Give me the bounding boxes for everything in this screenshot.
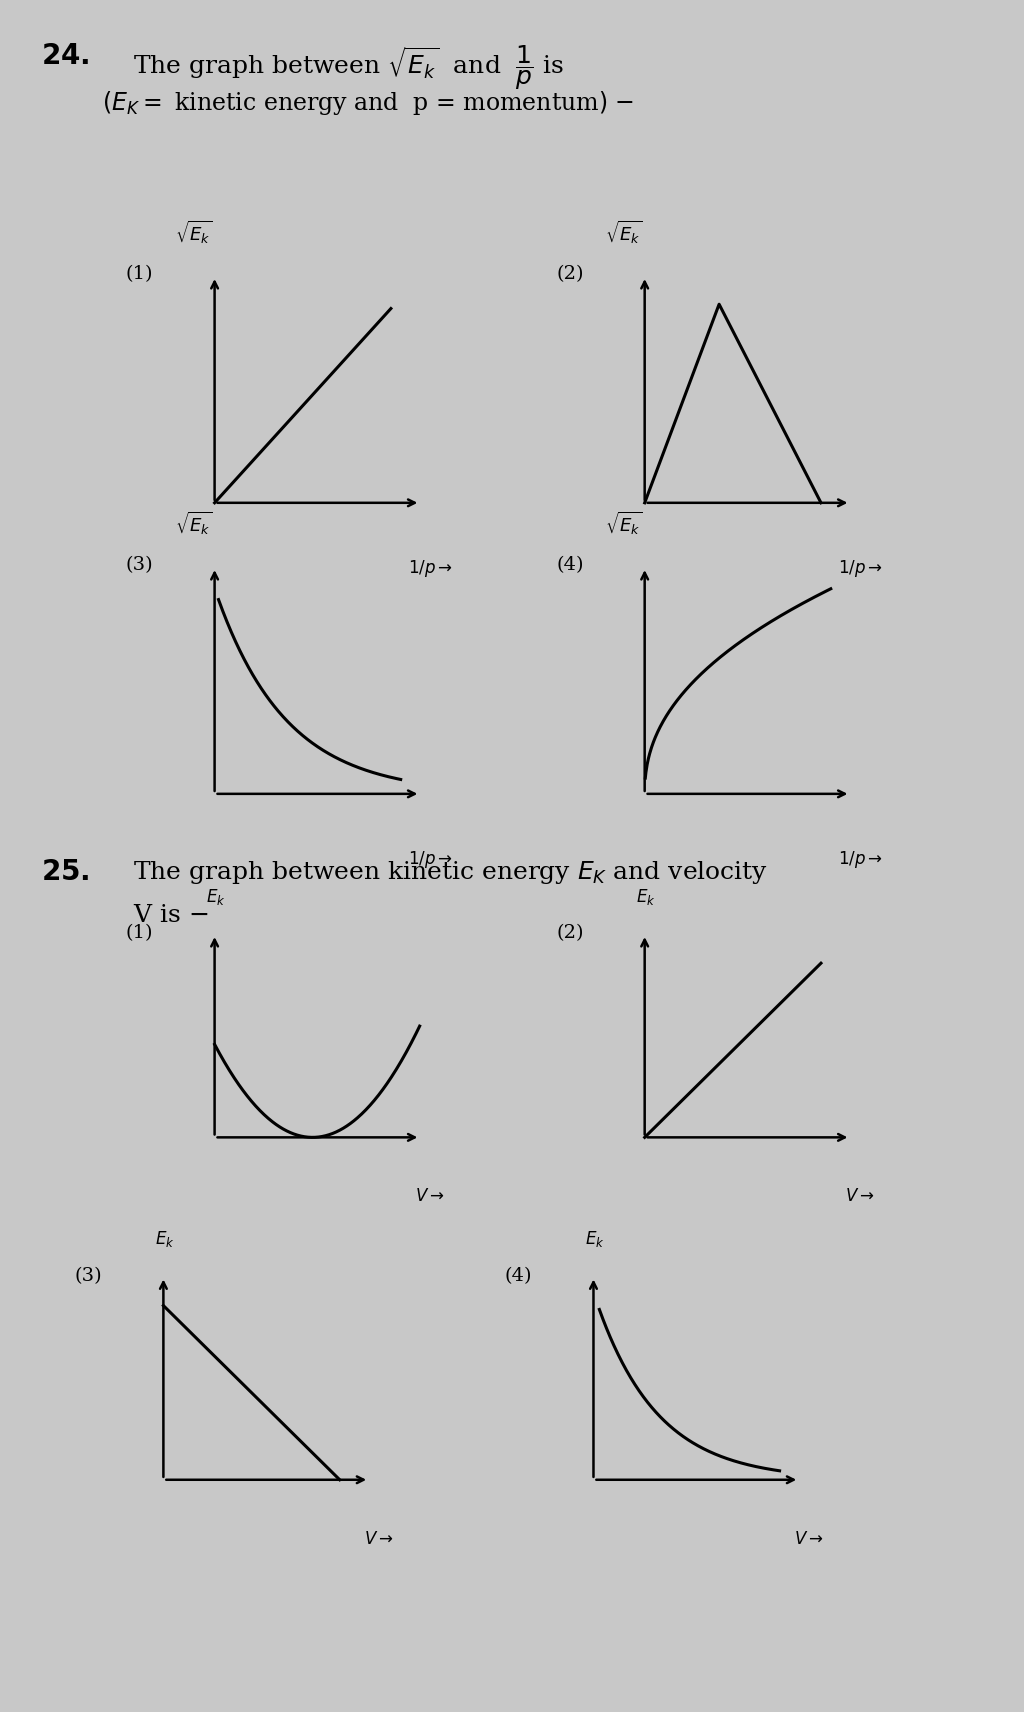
Text: (4): (4) (556, 556, 584, 575)
Text: (2): (2) (556, 924, 584, 943)
Text: The graph between kinetic energy $E_K$ and velocity: The graph between kinetic energy $E_K$ a… (133, 859, 768, 887)
Text: (1): (1) (126, 924, 154, 943)
Text: $V \rightarrow$: $V \rightarrow$ (794, 1529, 824, 1548)
Text: $\sqrt{E_k}$: $\sqrt{E_k}$ (605, 510, 642, 536)
Text: $1/p \rightarrow$: $1/p \rightarrow$ (408, 558, 453, 579)
Text: (2): (2) (556, 265, 584, 284)
Text: $\mathbf{25.}$: $\mathbf{25.}$ (41, 859, 89, 887)
Text: $1/p \rightarrow$: $1/p \rightarrow$ (838, 558, 883, 579)
Text: $1/p \rightarrow$: $1/p \rightarrow$ (408, 849, 453, 870)
Text: $E_k$: $E_k$ (206, 887, 226, 907)
Text: $\mathbf{24.}$: $\mathbf{24.}$ (41, 43, 89, 70)
Text: (1): (1) (126, 265, 154, 284)
Text: $(E_K =$ kinetic energy and  p = momentum$)$ $-$: $(E_K =$ kinetic energy and p = momentum… (102, 89, 635, 116)
Text: (3): (3) (75, 1267, 102, 1286)
Text: $\sqrt{E_k}$: $\sqrt{E_k}$ (175, 219, 212, 245)
Text: $\sqrt{E_k}$: $\sqrt{E_k}$ (175, 510, 212, 536)
Text: The graph between $\sqrt{E_k}$  and  $\dfrac{1}{p}$ is: The graph between $\sqrt{E_k}$ and $\dfr… (133, 43, 564, 92)
Text: V is $-$: V is $-$ (133, 904, 209, 926)
Text: $V \rightarrow$: $V \rightarrow$ (845, 1186, 876, 1205)
Text: $1/p \rightarrow$: $1/p \rightarrow$ (838, 849, 883, 870)
Text: $V \rightarrow$: $V \rightarrow$ (364, 1529, 394, 1548)
Text: (3): (3) (126, 556, 154, 575)
Text: $\sqrt{E_k}$: $\sqrt{E_k}$ (605, 219, 642, 245)
Text: $E_k$: $E_k$ (636, 887, 656, 907)
Text: $E_k$: $E_k$ (155, 1229, 175, 1250)
Text: (4): (4) (505, 1267, 532, 1286)
Text: $V \rightarrow$: $V \rightarrow$ (415, 1186, 445, 1205)
Text: $E_k$: $E_k$ (585, 1229, 605, 1250)
